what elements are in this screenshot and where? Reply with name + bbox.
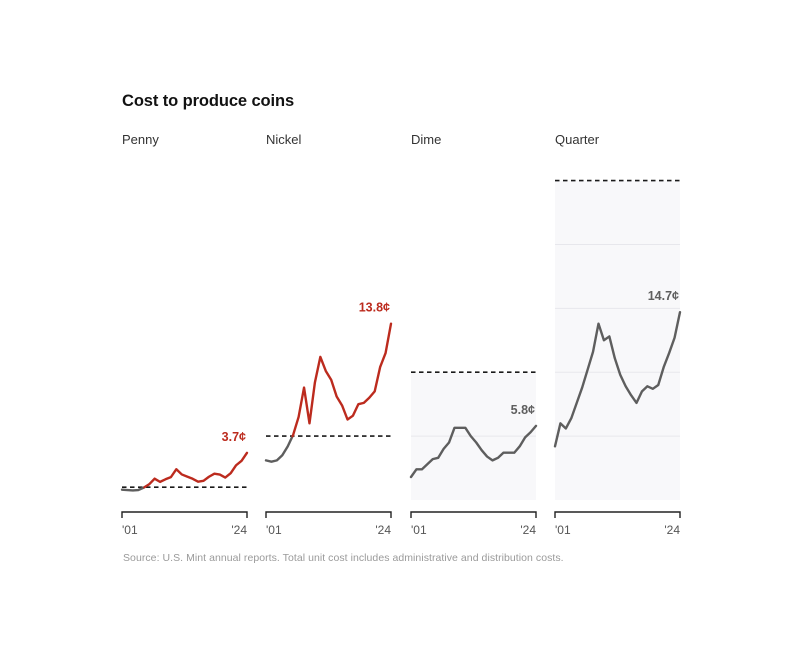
x-tick-end: '24 [375, 523, 391, 537]
panel-label-penny: Penny [122, 132, 159, 147]
cost-line-below-face-value [264, 434, 294, 463]
page-title: Cost to produce coins [122, 92, 295, 110]
x-tick-end: '24 [520, 523, 536, 537]
x-axis-bracket [265, 511, 392, 518]
panel-label-quarter: Quarter [555, 132, 600, 147]
x-tick-start: '01 [411, 523, 427, 537]
end-value-label-nickel: 13.8¢ [359, 301, 390, 315]
end-value-label-penny: 3.7¢ [222, 430, 246, 444]
panel-label-dime: Dime [411, 132, 442, 147]
end-value-label-quarter: 14.7¢ [648, 289, 679, 303]
x-axis-bracket [410, 511, 537, 518]
chart-panel-dime: 5.8¢ '01 '24 [409, 371, 538, 537]
chart-panel-quarter: 14.7¢ '01 '24 [553, 179, 682, 537]
cost-line-above-face-value [143, 451, 249, 489]
x-tick-start: '01 [266, 523, 282, 537]
chart-panel-penny: 3.7¢ '01 '24 [120, 430, 249, 537]
panel-background-tint [555, 180, 680, 501]
x-tick-start: '01 [555, 523, 571, 537]
panel-label-nickel: Nickel [266, 132, 302, 147]
x-tick-end: '24 [664, 523, 680, 537]
cost-line-below-face-value [409, 424, 538, 479]
x-axis-bracket [121, 511, 248, 518]
source-note: Source: U.S. Mint annual reports. Total … [123, 552, 564, 564]
cost-line-above-face-value [291, 322, 393, 438]
end-value-label-dime: 5.8¢ [511, 403, 535, 417]
x-tick-end: '24 [231, 523, 247, 537]
chart-panel-nickel: 13.8¢ '01 '24 [264, 301, 393, 537]
x-tick-start: '01 [122, 523, 138, 537]
cost-line-below-face-value [553, 310, 682, 448]
x-axis-bracket [554, 511, 681, 518]
